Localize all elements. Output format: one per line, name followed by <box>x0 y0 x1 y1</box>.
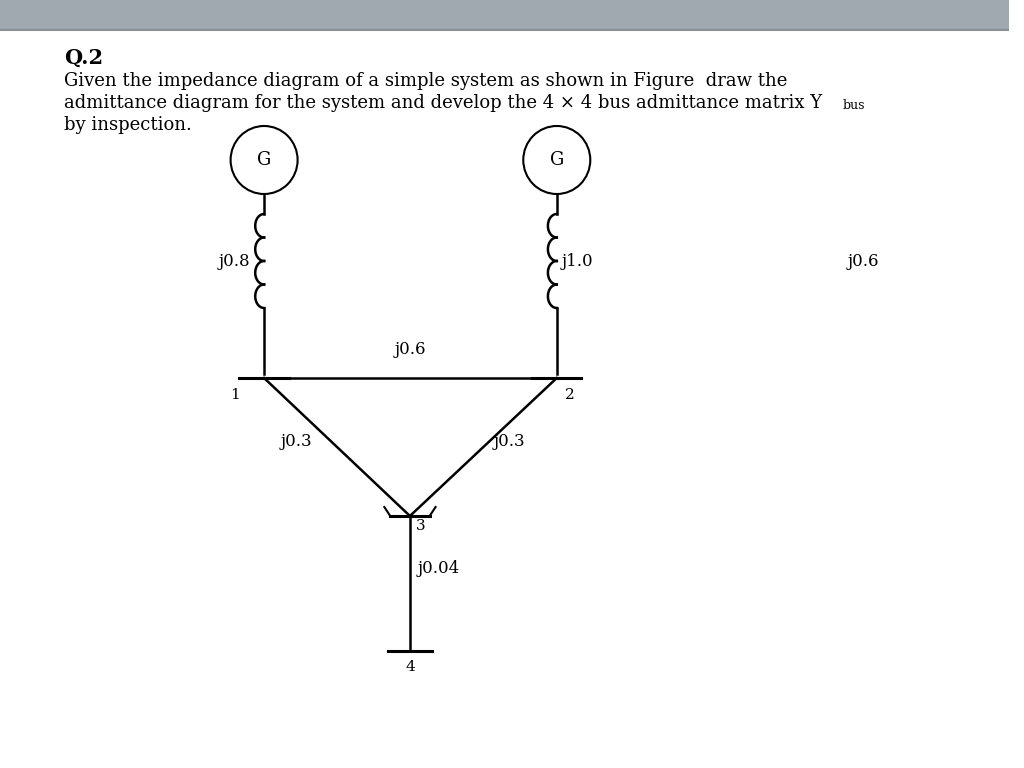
Text: admittance diagram for the system and develop the 4 × 4 bus admittance matrix Y: admittance diagram for the system and de… <box>65 94 822 112</box>
Text: j0.3: j0.3 <box>494 433 525 450</box>
Text: j0.6: j0.6 <box>848 253 879 270</box>
Text: Given the impedance diagram of a simple system as shown in Figure  draw the: Given the impedance diagram of a simple … <box>65 72 787 90</box>
Text: by inspection.: by inspection. <box>65 116 191 134</box>
Text: j0.04: j0.04 <box>418 560 460 577</box>
Text: j1.0: j1.0 <box>562 253 593 270</box>
Text: j0.3: j0.3 <box>281 433 312 450</box>
Text: bus: bus <box>843 99 865 112</box>
Text: G: G <box>550 151 564 169</box>
Text: Q.2: Q.2 <box>65 48 103 68</box>
Text: G: G <box>257 151 271 169</box>
Text: 1: 1 <box>229 388 240 402</box>
Text: 4: 4 <box>406 660 415 674</box>
Text: 2: 2 <box>564 388 574 402</box>
Text: 3: 3 <box>416 519 426 533</box>
Text: j0.6: j0.6 <box>394 341 426 358</box>
Bar <box>0 0 1009 30</box>
Text: j0.8: j0.8 <box>219 253 250 270</box>
